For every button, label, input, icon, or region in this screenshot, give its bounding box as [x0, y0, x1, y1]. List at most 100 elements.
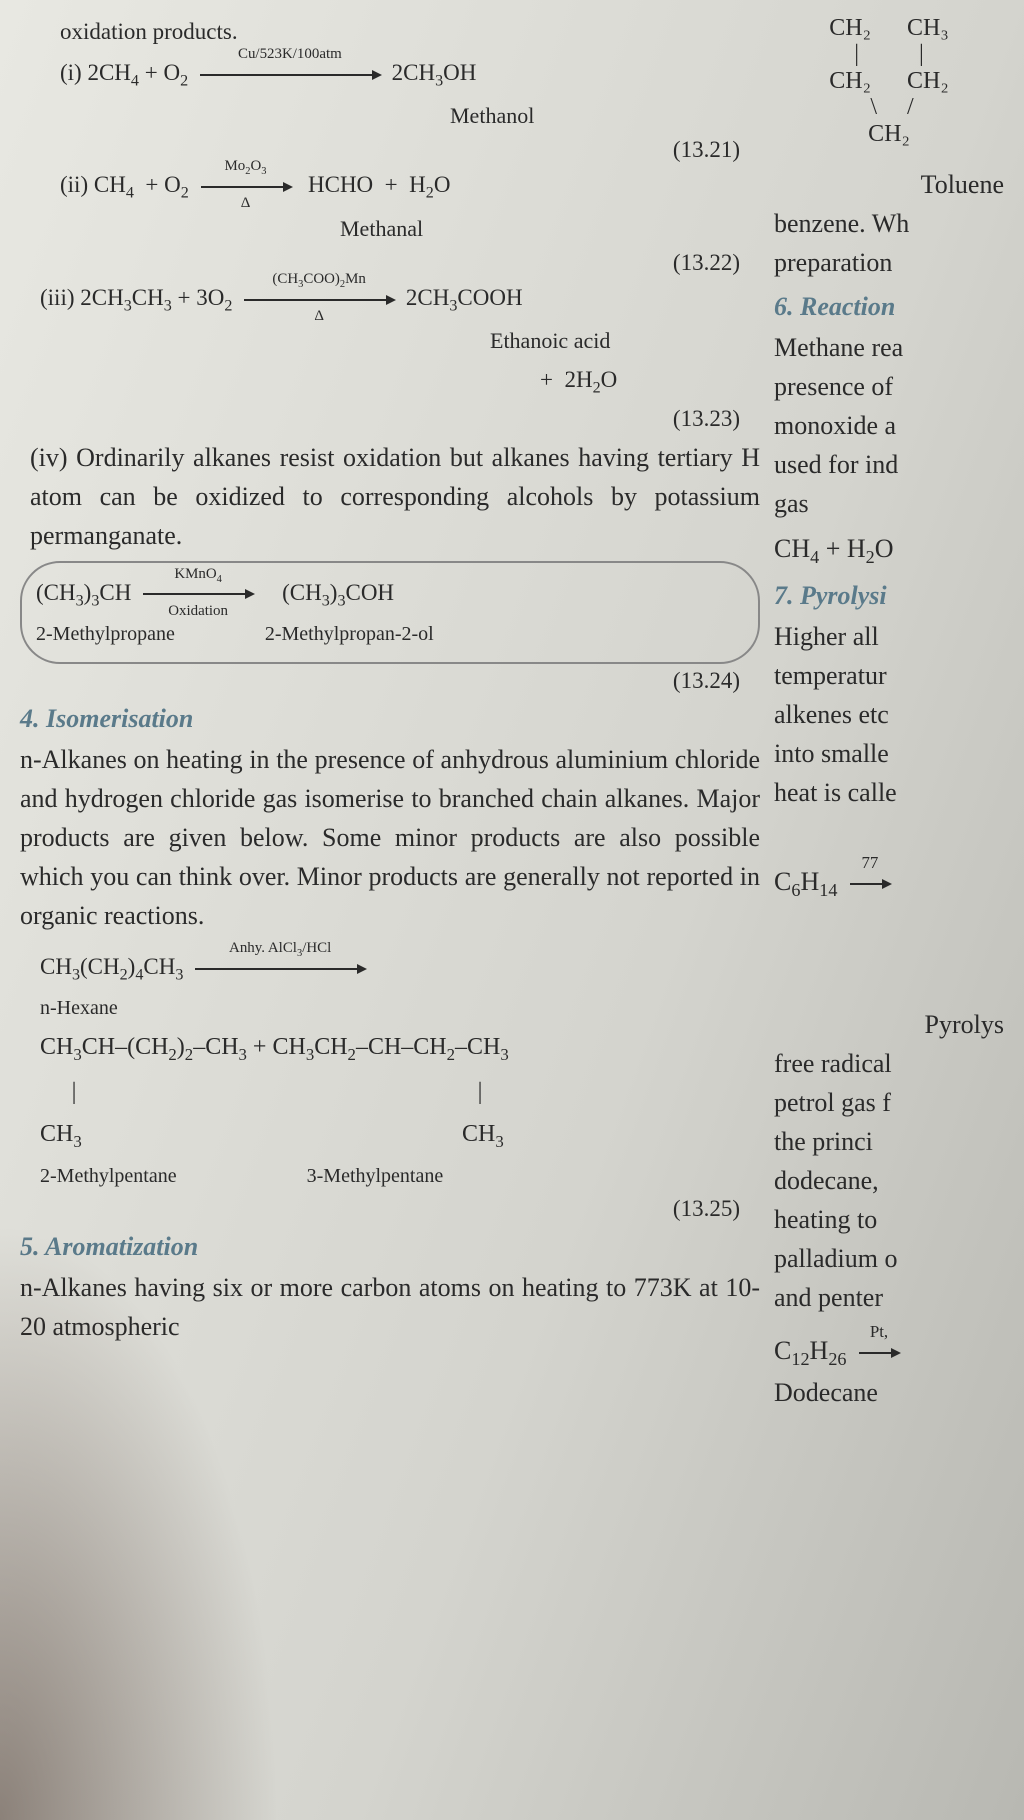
header-line: oxidation products. [20, 14, 760, 51]
eq-i-rhs: 2CH3OH [392, 60, 477, 85]
ring-tr: CH₃ [907, 15, 949, 41]
into-frag: into smalle [774, 734, 1004, 773]
eq-isomer-arrow: Anhy. AlCl3/HCl [189, 949, 371, 986]
eq-iii-num: (13.23) [20, 406, 760, 432]
eq-ii-cond-top: Mo2O3 [195, 155, 297, 181]
eq-iii-rhs: 2CH3COOH [406, 285, 523, 310]
methane-frag: Methane rea [774, 328, 1004, 367]
toluene-label: Toluene [774, 165, 1004, 204]
eq-isomer-prod1-label: 2-Methylpentane [40, 1165, 177, 1187]
dodecane-frag: Dodecane [774, 1373, 1004, 1412]
higher-frag: Higher all [774, 617, 1004, 656]
item-iv: (iv) Ordinarily alkanes resist oxidation… [20, 438, 760, 555]
ring-ml: CH₂ [829, 68, 871, 94]
right-column: CH₂ CH₃ | | CH₂ CH₂ \ / CH₂ Toluene benz… [774, 10, 1004, 1412]
heat-frag: heat is calle [774, 773, 1004, 812]
ring-structure: CH₂ CH₃ | | CH₂ CH₂ \ / CH₂ [774, 15, 1004, 147]
eq-isomer-prod1-branch: CH3 [40, 1115, 120, 1156]
monoxide-frag: monoxide a [774, 406, 1004, 445]
eq-iii-cond-bot: Δ [238, 305, 400, 329]
ch4eq-frag: CH4 + H2O [774, 529, 1004, 571]
c6num: 77 [844, 850, 896, 875]
eq-ii-arrow: Mo2O3 Δ [195, 167, 297, 204]
eq-isomer-bond-row: | | [20, 1073, 760, 1111]
eq-isomer-prod2-label: 3-Methylpentane [307, 1165, 444, 1187]
ring-tl: CH₂ [829, 15, 871, 41]
section4-para: n-Alkanes on heating in the presence of … [20, 740, 760, 935]
section5-title: 5. Aromatization [20, 1232, 760, 1262]
princi-frag: the princi [774, 1122, 1004, 1161]
eq-iii-cond-top: (CH3COO)2Mn [238, 268, 400, 294]
eq-iii: (iii) 2CH3CH3 + 3O2 (CH3COO)2Mn Δ 2CH3CO… [20, 280, 760, 319]
eq-i-cond: Cu/523K/100atm [194, 43, 386, 67]
page: oxidation products. (i) 2CH4 + O2 Cu/523… [0, 0, 1024, 1820]
presence-frag: presence of [774, 367, 1004, 406]
section5-name: Aromatization [45, 1232, 198, 1261]
eq-iv-rhs-label: 2-Methylpropan-2-ol [265, 623, 434, 645]
section7-title: 7. Pyrolysi [774, 581, 1004, 611]
eq-iii-lhs: 2CH3CH3 + 3O2 [80, 285, 232, 310]
eq-isomer-lhs-label: n-Hexane [20, 992, 760, 1024]
eq-i-product-label: Methanol [20, 98, 760, 133]
gas-frag: gas [774, 484, 1004, 523]
eq-isomer-prod1: CH3CH–(CH2)2–CH3 [40, 1034, 247, 1060]
section6-title: 6. Reaction [774, 292, 1004, 322]
item-iv-label: (iv) [30, 443, 68, 472]
eq-ii: (ii) CH4 + O2 Mo2O3 Δ HCHO + H2O [20, 167, 760, 206]
ring-mr: CH₂ [907, 68, 949, 94]
section5-para: n-Alkanes having six or more carbon atom… [20, 1268, 760, 1346]
eq-iv-lhs-label: 2-Methylpropane [36, 623, 175, 645]
item-iv-text: Ordinarily alkanes resist oxidation but … [30, 443, 760, 550]
eq-iv-num: (13.24) [20, 668, 760, 694]
eq-i-num: (13.21) [20, 137, 760, 163]
eq-iv: (CH3)3CH KMnO4 Oxidation (CH3)3COH [36, 575, 744, 614]
eq-isomer-products: CH3CH–(CH2)2–CH3 + CH3CH2–CH–CH2–CH3 [20, 1028, 760, 1069]
eq-i-arrow: Cu/523K/100atm [194, 55, 386, 92]
andpenter-frag: and penter [774, 1278, 1004, 1317]
alkenes-frag: alkenes etc [774, 695, 1004, 734]
eq-isomer-plus: + [253, 1034, 273, 1060]
eq-isomer-prod2-branch: CH3 [462, 1121, 504, 1147]
section5-num: 5. [20, 1232, 40, 1261]
eq-isomer-prod-labels: 2-Methylpentane 3-Methylpentane [20, 1160, 760, 1192]
eq-i: (i) 2CH4 + O2 Cu/523K/100atm 2CH3OH [20, 55, 760, 94]
eq-iv-lhs: (CH3)3CH [36, 580, 131, 605]
eq-iii-arrow: (CH3COO)2Mn Δ [238, 280, 400, 317]
eq-iii-label: (iii) [40, 285, 75, 310]
prep-frag: preparation [774, 243, 1004, 282]
eq-iv-arrow: KMnO4 Oxidation [137, 575, 259, 612]
eq-i-label: (i) [60, 60, 82, 85]
benzene-frag: benzene. Wh [774, 204, 1004, 243]
eq-isomer-line1: CH3(CH2)4CH3 Anhy. AlCl3/HCl [20, 949, 760, 988]
eq-isomer-num: (13.25) [20, 1196, 760, 1222]
used-frag: used for ind [774, 445, 1004, 484]
eq-iv-cond-top: KMnO4 [137, 563, 259, 589]
eq-isomer-lhs: CH3(CH2)4CH3 [40, 954, 183, 979]
pyrolys-frag: Pyrolys [774, 1005, 1004, 1044]
eq-isomer-prod2: CH3CH2–CH–CH2–CH3 [272, 1034, 508, 1060]
freerad-frag: free radical [774, 1044, 1004, 1083]
ring-b: CH₂ [774, 121, 1004, 147]
eq-isomer-cond: Anhy. AlCl3/HCl [189, 937, 371, 963]
eq-iv-cond-bot: Oxidation [137, 600, 259, 624]
eq-ii-cond-bot: Δ [195, 192, 297, 216]
section4-name: Isomerisation [46, 704, 193, 733]
c12h26-frag: C12H26 Pt, [774, 1331, 1004, 1373]
dodecane-w-frag: dodecane, [774, 1161, 1004, 1200]
section4-title: 4. Isomerisation [20, 704, 760, 734]
main-column: oxidation products. (i) 2CH4 + O2 Cu/523… [20, 10, 760, 1352]
eq-isomer-branches: CH3 CH3 [20, 1115, 760, 1156]
c6h14-frag: C6H14 77 [774, 862, 1004, 904]
eq-ii-rhs: HCHO + H2O [302, 172, 450, 197]
section4-num: 4. [20, 704, 40, 733]
eq-iv-rhs: (CH3)3COH [282, 580, 394, 605]
heating-frag: heating to [774, 1200, 1004, 1239]
eq-ii-product-label: Methanal [20, 211, 760, 246]
eq-ii-lhs: CH4 + O2 [94, 172, 189, 197]
eq-i-lhs: 2CH4 + O2 [87, 60, 188, 85]
eq-iv-box: (CH3)3CH KMnO4 Oxidation (CH3)3COH 2-Met… [20, 561, 760, 664]
temp-frag: temperatur [774, 656, 1004, 695]
eq-iii-extra: + 2H2O [20, 362, 760, 401]
petrol-frag: petrol gas f [774, 1083, 1004, 1122]
eq-ii-label: (ii) [60, 172, 88, 197]
